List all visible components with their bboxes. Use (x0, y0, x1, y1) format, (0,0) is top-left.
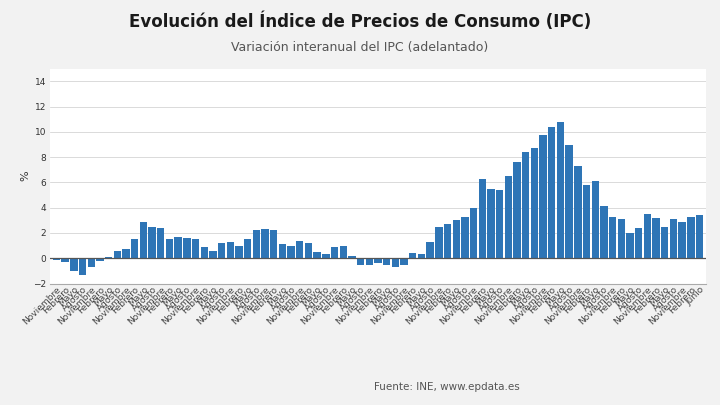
Bar (79, 258, 86, 275)
Bar (174, 237, 182, 258)
Bar (505, 176, 512, 258)
Bar (513, 162, 521, 258)
Bar (565, 145, 573, 258)
Bar (227, 242, 234, 258)
Bar (592, 181, 599, 258)
Bar (244, 239, 251, 258)
Bar (296, 241, 304, 258)
Bar (479, 179, 486, 258)
Bar (557, 122, 564, 258)
Bar (609, 217, 616, 258)
Bar (470, 208, 477, 258)
Bar (131, 239, 138, 258)
Text: Variación interanual del IPC (adelantado): Variación interanual del IPC (adelantado… (231, 40, 489, 53)
Bar (487, 189, 495, 258)
Bar (374, 258, 382, 263)
Bar (392, 258, 399, 267)
Bar (452, 220, 460, 258)
Bar (426, 242, 434, 258)
Bar (96, 258, 104, 261)
Bar (583, 185, 590, 258)
Text: Evolución del Índice de Precios de Consumo (IPC): Evolución del Índice de Precios de Consu… (129, 12, 591, 31)
Bar (200, 247, 208, 258)
Bar (548, 127, 556, 258)
Bar (166, 239, 173, 258)
Bar (313, 252, 321, 258)
Bar (635, 228, 642, 258)
Bar (626, 233, 634, 258)
Bar (235, 245, 243, 258)
Bar (366, 258, 373, 264)
Bar (496, 190, 503, 258)
Bar (305, 243, 312, 258)
Bar (322, 254, 330, 258)
Bar (88, 258, 95, 267)
Bar (409, 253, 416, 258)
Bar (670, 219, 677, 258)
Bar (652, 218, 660, 258)
Bar (435, 227, 443, 258)
Bar (600, 207, 608, 258)
Bar (539, 134, 546, 258)
Bar (210, 251, 217, 258)
Bar (261, 229, 269, 258)
Bar (574, 166, 582, 258)
Bar (114, 251, 121, 258)
Bar (400, 258, 408, 264)
Bar (157, 228, 164, 258)
Bar (122, 249, 130, 258)
Bar (687, 217, 695, 258)
Bar (418, 254, 425, 258)
Bar (61, 258, 69, 262)
Bar (287, 245, 294, 258)
Bar (70, 258, 78, 271)
Bar (270, 230, 277, 258)
Text: Fuente: INE, www.epdata.es: Fuente: INE, www.epdata.es (374, 382, 520, 392)
Bar (140, 222, 147, 258)
Bar (331, 247, 338, 258)
Bar (618, 219, 625, 258)
Bar (192, 239, 199, 258)
Bar (183, 238, 191, 258)
Bar (444, 224, 451, 258)
Bar (105, 257, 112, 258)
Bar (253, 230, 260, 258)
Bar (661, 227, 668, 258)
Bar (279, 244, 286, 258)
Bar (340, 245, 347, 258)
Bar (531, 148, 538, 258)
Bar (348, 256, 356, 258)
Bar (357, 258, 364, 264)
Bar (148, 227, 156, 258)
Bar (678, 222, 686, 258)
Bar (462, 217, 469, 258)
Bar (383, 258, 390, 264)
Bar (696, 215, 703, 258)
Y-axis label: %: % (20, 171, 30, 181)
Bar (53, 258, 60, 260)
Bar (522, 152, 529, 258)
Bar (644, 214, 651, 258)
Bar (218, 243, 225, 258)
